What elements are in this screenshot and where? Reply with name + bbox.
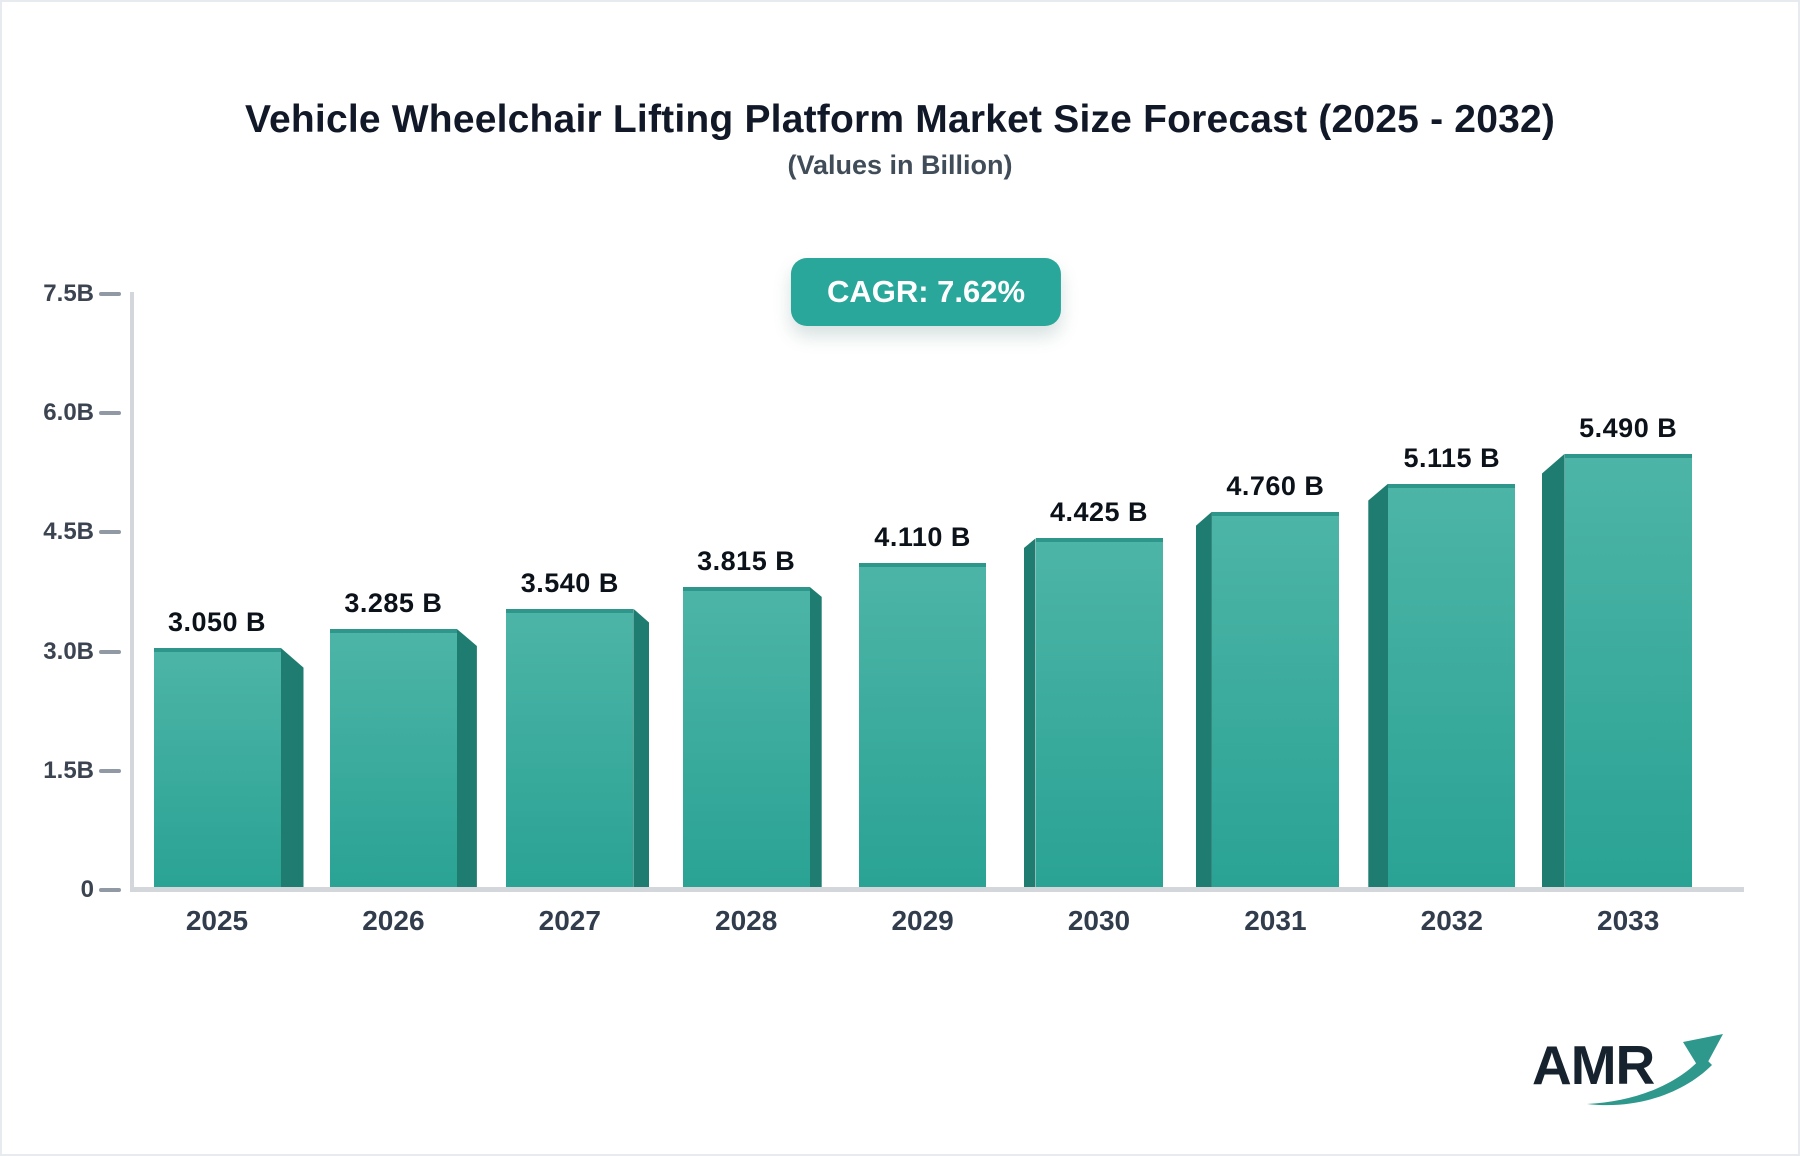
x-axis-category-label: 2033 [1597, 904, 1660, 936]
bar-top-edge [682, 586, 810, 591]
bar-face [153, 647, 281, 892]
bar-value-label: 4.110 B [874, 522, 971, 553]
bar-value-label: 4.425 B [1049, 497, 1149, 528]
bar-top-edge [506, 608, 634, 613]
y-axis-tick-label: 3.0B [43, 637, 94, 665]
bar-value-label: 3.815 B [697, 545, 796, 576]
bar-column: 5.115 B 2032 [1368, 443, 1516, 936]
bar-value-label: 4.760 B [1226, 470, 1325, 501]
bar-3d-side [280, 647, 304, 892]
cagr-badge: CAGR: 7.62% [790, 258, 1062, 326]
bar-3d-side [1195, 511, 1212, 892]
bar-column: 5.490 B 2033 [1541, 413, 1692, 936]
y-axis-tick [99, 649, 121, 654]
brand-logo-text: AMR [1532, 1034, 1655, 1096]
bar-face [1035, 538, 1163, 892]
chart-subtitle: (Values in Billion) [787, 150, 1013, 180]
bar-column: 3.815 B 2028 [682, 546, 822, 936]
bar-3d-side [1023, 538, 1036, 892]
y-axis-tick [99, 530, 121, 535]
bar-value-label: 3.050 B [167, 606, 267, 637]
bar-3d-side [809, 586, 822, 892]
y-axis-line [130, 292, 134, 892]
bar-top-edge [1211, 511, 1339, 516]
x-axis-category-label: 2025 [185, 904, 249, 936]
y-axis-tick [99, 768, 121, 773]
y-axis-tick [99, 292, 121, 296]
bar-value-label: 5.490 B [1579, 412, 1678, 443]
y-axis-tick-label: 1.5B [43, 756, 94, 784]
bar-top-edge [1035, 538, 1163, 543]
bar-face [1564, 453, 1692, 892]
bar-3d-side [633, 608, 650, 892]
bar-column: 4.760 B 2031 [1195, 471, 1339, 936]
x-axis-category-label: 2027 [538, 904, 601, 936]
x-axis-category-label: 2026 [362, 904, 425, 936]
bar-column: 3.050 B 2025 [153, 607, 304, 936]
bar-column: 4.425 B 2030 [1023, 497, 1163, 936]
bar-face [682, 586, 810, 892]
x-axis-category-label: 2029 [891, 904, 954, 936]
x-axis-baseline [130, 887, 1744, 892]
chart-title: Vehicle Wheelchair Lifting Platform Mark… [244, 98, 1556, 141]
x-axis-category-label: 2028 [715, 904, 778, 936]
bar-top-edge [859, 563, 987, 568]
x-axis-category-label: 2030 [1067, 904, 1131, 936]
bar-value-label: 5.115 B [1403, 442, 1501, 473]
y-axis-tick-label: 4.5B [43, 518, 94, 546]
trend-arrow-icon [1587, 1034, 1723, 1106]
bar-column: 4.110 B 2029 [859, 522, 987, 936]
y-axis-tick-label: 0 [80, 876, 94, 903]
bar-top-edge [153, 647, 281, 652]
bar-3d-side [1368, 483, 1389, 892]
x-axis-category-label: 2032 [1420, 904, 1483, 936]
bar-value-label: 3.540 B [520, 567, 619, 598]
bar-column: 3.540 B 2027 [506, 568, 650, 936]
bar-value-label: 3.285 B [344, 587, 443, 618]
x-axis-category-label: 2031 [1244, 904, 1307, 936]
bar-face [1388, 483, 1516, 892]
y-axis-tick [99, 411, 121, 416]
bar-column: 3.285 B 2026 [329, 588, 477, 936]
y-axis-tick [99, 888, 121, 892]
y-axis-tick-label: 7.5B [43, 280, 94, 307]
bar-face [1211, 511, 1339, 892]
bar-face [506, 608, 634, 892]
bar-top-edge [1388, 483, 1516, 488]
bar-3d-side [456, 628, 477, 892]
y-axis-tick-label: 6.0B [43, 399, 94, 427]
bar-top-edge [329, 628, 457, 633]
bar-face [859, 563, 987, 892]
bar-face [329, 628, 457, 892]
bar-3d-side [1541, 453, 1565, 892]
brand-logo: AMR [1532, 1034, 1723, 1106]
bar-top-edge [1564, 453, 1692, 458]
